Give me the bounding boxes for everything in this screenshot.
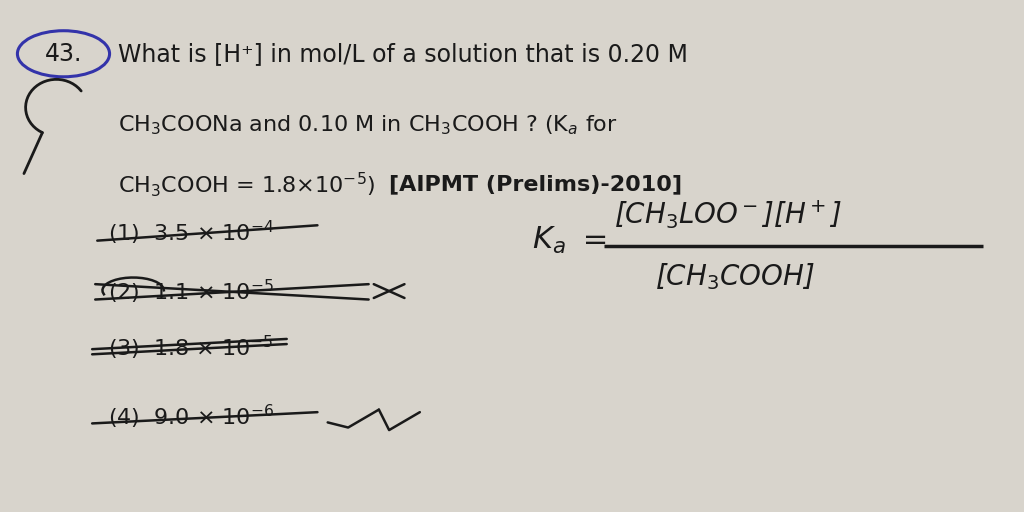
Text: 43.: 43. [45,42,82,66]
Text: [AIPMT (Prelims)-2010]: [AIPMT (Prelims)-2010] [389,174,682,195]
Text: CH$_3$COOH = 1.8$\times$10$^{-5}$): CH$_3$COOH = 1.8$\times$10$^{-5}$) [118,170,375,199]
Text: $\mathit{(4)}$  9.0 $\times$ 10$^{-6}$: $\mathit{(4)}$ 9.0 $\times$ 10$^{-6}$ [108,403,273,432]
Text: $\mathit{(2)}$  1.1 $\times$ 10$^{-5}$: $\mathit{(2)}$ 1.1 $\times$ 10$^{-5}$ [108,278,273,306]
Text: [CH$_3$LOO$^-$][H$^+$]: [CH$_3$LOO$^-$][H$^+$] [614,199,842,231]
Text: [CH$_3$COOH]: [CH$_3$COOH] [655,261,815,292]
Text: $K_a$: $K_a$ [532,225,566,256]
Text: What is [H⁺] in mol/L of a solution that is 0.20 M: What is [H⁺] in mol/L of a solution that… [118,42,688,66]
Text: $\mathit{(1)}$  3.5 $\times$ 10$^{-4}$: $\mathit{(1)}$ 3.5 $\times$ 10$^{-4}$ [108,219,273,247]
Text: =: = [573,226,618,255]
Text: $\mathit{(3)}$  1.8 $\times$ 10$^{-5}$: $\mathit{(3)}$ 1.8 $\times$ 10$^{-5}$ [108,334,273,362]
Text: CH$_3$COONa and 0.10 M in CH$_3$COOH ? (K$_a$ for: CH$_3$COONa and 0.10 M in CH$_3$COOH ? (… [118,114,617,137]
